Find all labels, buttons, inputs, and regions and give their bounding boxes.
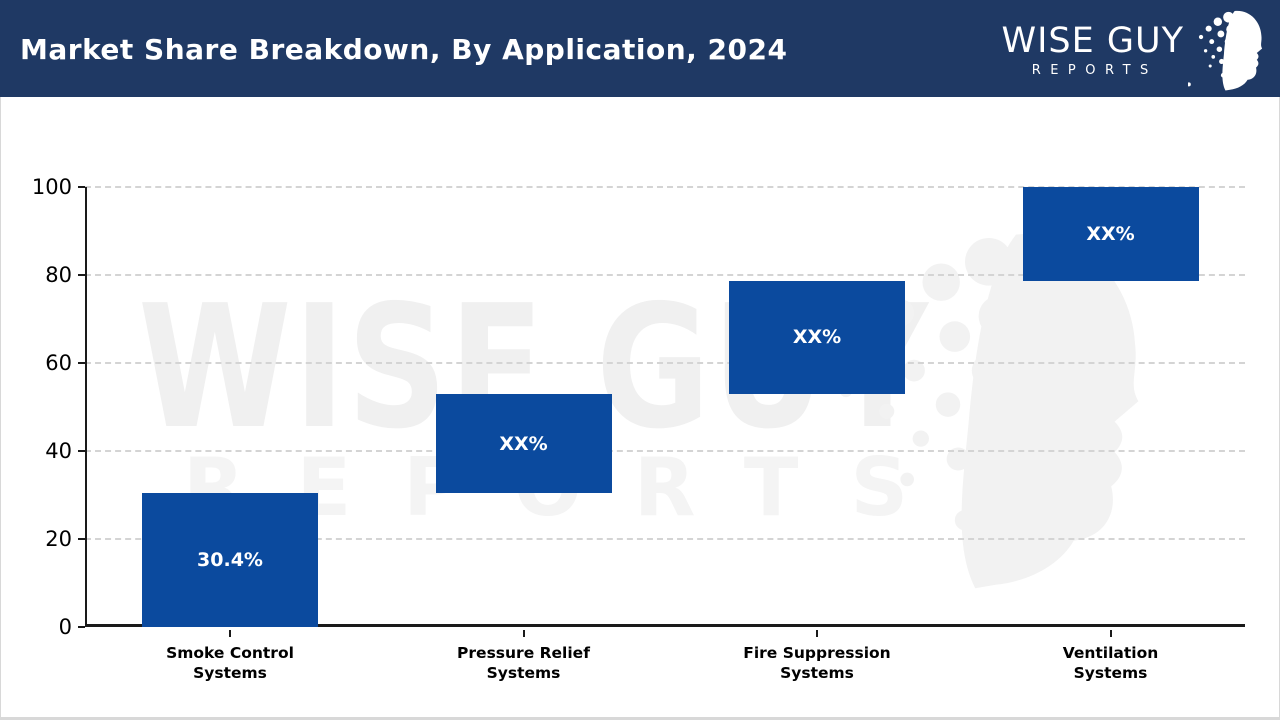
x-axis-tick-mark (229, 630, 231, 637)
bar-segment: XX% (435, 393, 612, 494)
x-axis-tick-mark (522, 630, 525, 637)
plot-area (85, 187, 1245, 627)
y-axis-tick-label: 0 (58, 615, 72, 639)
brand-name: WISE GUY (1001, 21, 1184, 61)
y-axis-tick-mark (78, 450, 85, 452)
y-axis-tick-mark (78, 538, 85, 540)
x-axis-tick-mark (1109, 630, 1112, 637)
x-axis-category-label: Fire Suppression Systems (743, 644, 891, 682)
dotted-face-icon (1188, 10, 1263, 91)
y-axis-tick-label: 100 (31, 175, 72, 199)
bar-value-label: XX% (792, 326, 842, 349)
brand-logo: WISE GUY REPORTS (1001, 8, 1266, 92)
page-title: Market Share Breakdown, By Application, … (20, 33, 788, 66)
grid-line (85, 450, 1245, 452)
bar-segment: 30.4% (142, 493, 318, 627)
grid-line (85, 362, 1245, 364)
x-axis-category-label: Ventilation Systems (1062, 644, 1159, 682)
y-axis-tick-mark (78, 186, 85, 188)
brand-subname: REPORTS (1031, 63, 1158, 78)
x-axis-category-label: Smoke Control Systems (166, 644, 294, 682)
bar-value-label: 30.4% (197, 549, 263, 572)
bar-value-label: XX% (1086, 223, 1135, 246)
y-axis-tick-label: 60 (45, 351, 72, 375)
bar-value-label: XX% (499, 432, 548, 455)
header-bar: Market Share Breakdown, By Application, … (0, 0, 1280, 97)
y-axis-tick-label: 40 (45, 439, 72, 463)
y-axis-tick-mark (78, 362, 85, 364)
watermark-dotted-face (839, 234, 1139, 589)
grid-line (85, 186, 1245, 188)
grid-line (85, 274, 1245, 276)
y-axis-tick-label: 80 (45, 263, 72, 287)
y-axis-tick-label: 20 (45, 527, 72, 551)
brand-wordmark: WISE GUY REPORTS (1001, 22, 1184, 78)
grid-line (85, 538, 1245, 540)
bar-segment: XX% (1022, 187, 1199, 282)
y-axis-tick-mark (78, 274, 85, 276)
y-axis-tick-mark (78, 626, 85, 628)
bar-segment: XX% (729, 281, 905, 394)
x-axis-category-label: Pressure Relief Systems (457, 644, 590, 682)
x-axis-tick-mark (816, 630, 818, 637)
